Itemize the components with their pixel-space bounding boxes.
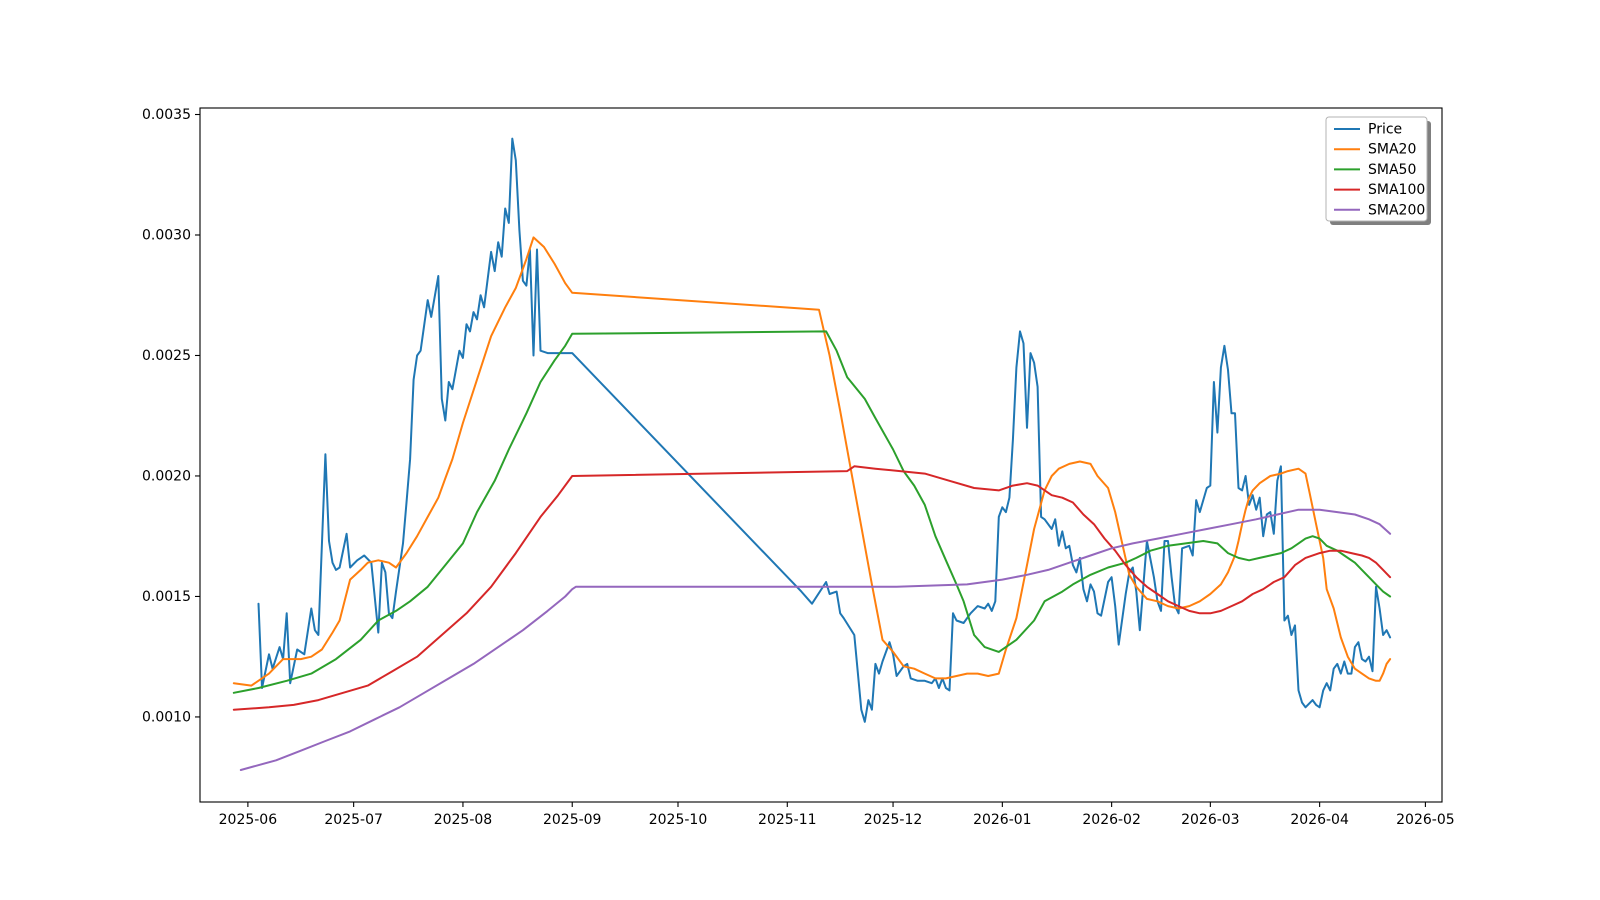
x-axis-tick-label: 2025-07 [324, 812, 383, 828]
x-axis-tick-label: 2025-11 [758, 812, 817, 828]
x-axis-tick-label: 2025-10 [649, 812, 708, 828]
plot-frame [199, 107, 1443, 803]
x-axis-tick-label: 2025-06 [219, 812, 278, 828]
legend-label-price: Price [1368, 122, 1402, 138]
x-axis-tick-label: 2026-02 [1082, 812, 1141, 828]
sma20-line [232, 236, 1392, 687]
x-axis-tick-label: 2026-04 [1290, 812, 1349, 828]
x-axis-tick-label: 2025-12 [864, 812, 923, 828]
x-axis-tick-label: 2025-09 [543, 812, 602, 828]
x-axis-tick-label: 2026-05 [1396, 812, 1455, 828]
x-axis-tick-label: 2025-08 [434, 812, 493, 828]
y-axis-tick-label: 0.0030 [142, 227, 191, 243]
x-axis-tick-label: 2026-01 [973, 812, 1032, 828]
legend-label-sma200: SMA200 [1368, 202, 1425, 218]
sma100-line [232, 465, 1392, 711]
legend-label-sma20: SMA20 [1368, 142, 1416, 158]
price-line [257, 137, 1392, 723]
sma50-line [232, 330, 1392, 694]
y-axis-tick-label: 0.0025 [142, 348, 191, 364]
x-axis-tick-label: 2026-03 [1181, 812, 1240, 828]
y-axis-tick-label: 0.0015 [142, 589, 191, 605]
y-axis-tick-label: 0.0010 [142, 709, 191, 725]
legend: Price SMA20 SMA50 SMA100 SMA200 [1325, 116, 1431, 225]
y-axis-tick-label: 0.0035 [142, 107, 191, 123]
series-group [232, 137, 1392, 771]
legend-label-sma50: SMA50 [1368, 162, 1416, 178]
legend-frame [1325, 116, 1428, 222]
legend-label-sma100: SMA100 [1368, 182, 1425, 198]
y-axis-tick-label: 0.0020 [142, 468, 191, 484]
sma200-line [239, 508, 1392, 771]
